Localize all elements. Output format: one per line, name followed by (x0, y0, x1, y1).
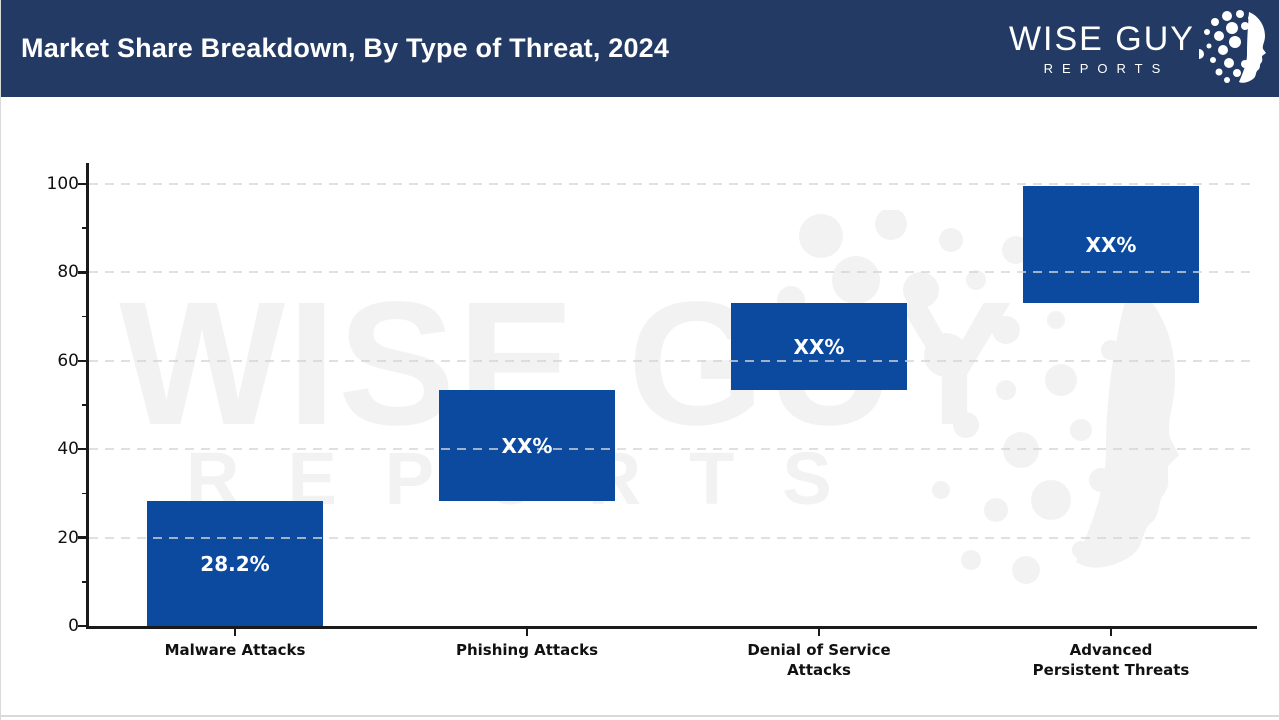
y-axis-tick-label: 60 (57, 350, 79, 371)
bar-phishing-attacks[interactable] (439, 389, 615, 502)
watermark-face-dots (777, 210, 1179, 584)
x-axis-category-label: Denial of Service Attacks (747, 641, 891, 680)
chart-title: Market Share Breakdown, By Type of Threa… (21, 33, 670, 63)
x-axis-tick (234, 629, 236, 636)
x-axis-tick (818, 629, 820, 636)
y-axis-major-tick (78, 624, 87, 628)
x-axis-category-label: Malware Attacks (164, 641, 306, 659)
x-axis-tick (1110, 629, 1112, 636)
x-axis-line (86, 626, 1257, 629)
brand-logo-text: WISE GUY REPORTS (1009, 22, 1195, 75)
bottom-border (1, 715, 1279, 717)
bar-value-label: XX% (793, 334, 845, 359)
y-gridline (89, 183, 1254, 185)
y-axis-major-tick (78, 182, 87, 186)
y-axis-tick-label: 0 (68, 616, 79, 636)
y-axis-tick-label: 20 (57, 527, 79, 548)
y-axis-tick-label: 100 (46, 174, 79, 194)
y-gridline (89, 359, 1254, 362)
y-gridline (89, 536, 1254, 539)
y-axis-major-tick (78, 447, 87, 451)
bar-value-label: XX% (501, 433, 553, 458)
brand-logo: WISE GUY REPORTS (1009, 6, 1267, 90)
y-gridline (89, 448, 1254, 451)
y-axis-line (86, 163, 89, 629)
logo-wordmark: WISE GUY (1008, 19, 1195, 58)
bar-denial-of-service-attacks[interactable] (731, 303, 907, 390)
logo-subtitle: REPORTS (1043, 60, 1170, 76)
header: Market Share Breakdown, By Type of Threa… (1, 0, 1279, 97)
y-axis-minor-tick (82, 315, 87, 318)
logo-face-icon (1199, 10, 1266, 83)
bar-advanced-persistent-threats[interactable] (1023, 186, 1199, 304)
y-axis-major-tick (78, 536, 87, 539)
bar-value-label: XX% (1085, 232, 1137, 257)
y-axis-minor-tick (82, 492, 87, 495)
bar-malware-attacks[interactable] (147, 501, 323, 626)
bar-value-label: 28.2% (200, 551, 270, 576)
y-axis-minor-tick (82, 581, 87, 583)
x-axis-category-label: Advanced Persistent Threats (1032, 641, 1190, 680)
y-axis-minor-tick (82, 227, 87, 229)
y-axis-minor-tick (82, 404, 87, 406)
y-axis-tick-label: 40 (57, 439, 79, 460)
x-axis-tick (526, 629, 528, 636)
y-axis-major-tick (78, 271, 87, 274)
x-axis-category-label: Phishing Attacks (455, 641, 599, 659)
y-axis-major-tick (78, 359, 87, 363)
y-gridline (89, 271, 1254, 274)
y-axis-tick-label: 80 (57, 262, 79, 283)
